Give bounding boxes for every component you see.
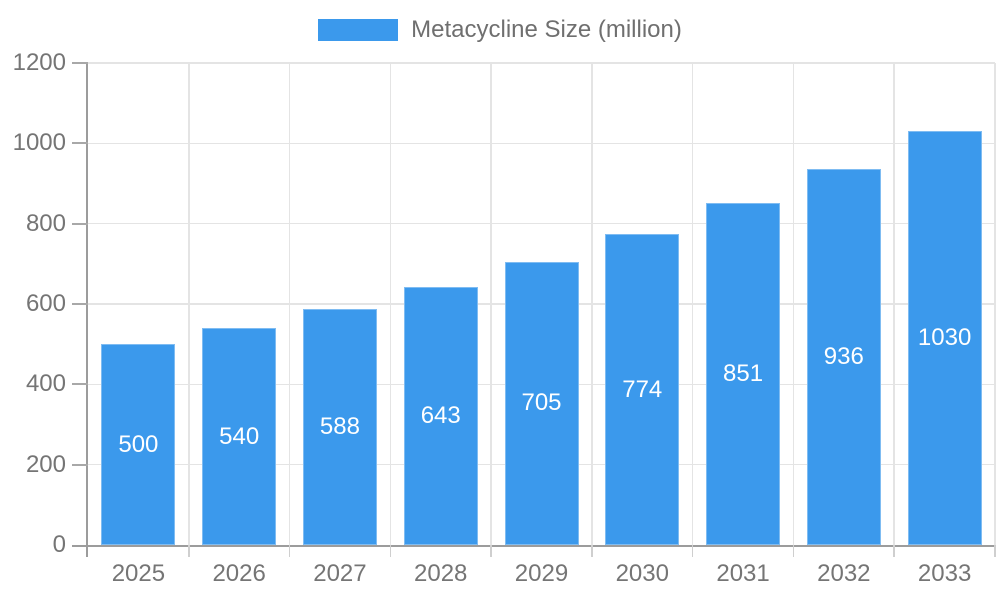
x-axis-label: 2026 [212, 560, 266, 587]
bar-value-label: 851 [723, 360, 764, 388]
gridline-horizontal [88, 62, 995, 64]
gridline-vertical [389, 63, 392, 545]
legend[interactable]: Metacycline Size (million) [0, 16, 1000, 44]
bar-value-label: 643 [420, 401, 461, 429]
gridline-horizontal [88, 222, 995, 225]
x-axis-label: 2031 [716, 560, 770, 587]
x-axis-label: 2029 [514, 560, 569, 587]
x-axis-tick [994, 545, 996, 557]
y-axis-label: 800 [25, 209, 66, 237]
bar-value-label: 540 [219, 422, 260, 450]
y-axis-label: 400 [25, 370, 66, 398]
gridline-vertical [893, 63, 895, 545]
y-axis-label: 1000 [12, 129, 66, 157]
y-axis-tick [72, 62, 88, 64]
bar[interactable]: 936 [806, 169, 881, 545]
y-axis-tick [72, 463, 88, 466]
y-axis-tick [72, 383, 88, 386]
bar-value-label: 588 [319, 412, 360, 440]
bar-value-label: 774 [622, 375, 663, 403]
x-axis-tick [792, 545, 795, 557]
gridline-horizontal [88, 142, 995, 145]
x-axis-tick [893, 545, 895, 557]
gridline-vertical [490, 63, 492, 545]
bar[interactable]: 774 [605, 234, 680, 545]
bar[interactable]: 588 [302, 308, 377, 545]
gridline-vertical [792, 63, 795, 545]
bar-value-label: 500 [118, 430, 159, 458]
x-axis-label: 2032 [817, 560, 871, 587]
x-axis-tick [389, 545, 392, 557]
bar[interactable]: 540 [202, 328, 277, 545]
x-axis-label: 2030 [615, 560, 669, 587]
bar-value-label: 936 [823, 343, 864, 370]
plot-area: 500 540 588 643 705 774 851 936 1030 [88, 62, 996, 545]
bar[interactable]: 643 [403, 286, 478, 545]
y-axis-label: 200 [25, 450, 66, 478]
bar[interactable]: 500 [101, 344, 176, 545]
x-axis-tick [691, 545, 694, 557]
y-axis-tick [72, 222, 88, 225]
x-axis-tick [490, 545, 492, 557]
x-axis-tick [591, 545, 593, 557]
x-axis-line [72, 545, 995, 547]
gridline-vertical [591, 63, 593, 545]
y-axis-tick [72, 303, 88, 305]
x-axis-label: 2025 [111, 560, 166, 587]
legend-swatch [318, 19, 399, 41]
x-axis-label: 2033 [917, 560, 972, 587]
bar[interactable]: 1030 [907, 131, 982, 545]
bar[interactable]: 851 [706, 203, 781, 545]
legend-label: Metacycline Size (million) [411, 16, 682, 43]
y-axis-label: 1200 [12, 49, 66, 76]
y-axis-tick [72, 142, 88, 145]
x-axis-label: 2027 [313, 560, 367, 587]
bar-value-label: 705 [521, 389, 562, 417]
bar[interactable]: 705 [504, 261, 579, 545]
bar-value-label: 1030 [917, 324, 972, 352]
y-axis-label: 0 [52, 531, 66, 558]
gridline-vertical [288, 63, 291, 545]
gridline-vertical [188, 63, 190, 545]
y-axis-label: 600 [25, 290, 66, 317]
x-axis-tick [288, 545, 291, 557]
y-axis-line [86, 63, 88, 557]
gridline-vertical [691, 63, 694, 545]
gridline-vertical [994, 63, 996, 545]
x-axis-label: 2028 [414, 560, 468, 587]
x-axis-tick [188, 545, 190, 557]
